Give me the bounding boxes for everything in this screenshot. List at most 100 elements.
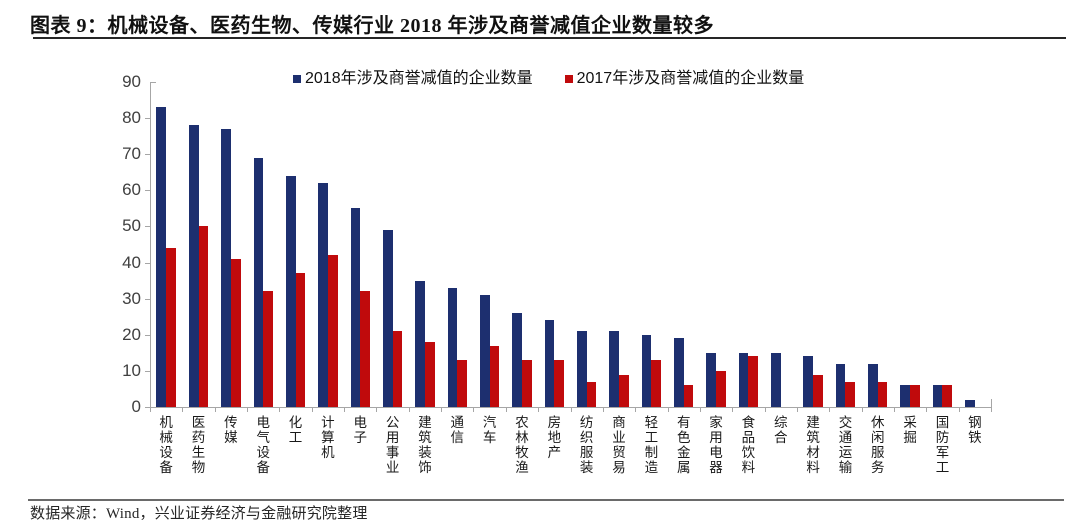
x-tick [764, 408, 766, 412]
x-label-slot: 有色金属 [668, 415, 700, 493]
x-label-slot: 机械设备 [150, 415, 182, 493]
x-tick [635, 408, 637, 412]
bar-2018 [188, 125, 199, 407]
x-tick [473, 408, 475, 412]
x-tick [926, 408, 928, 412]
bar-2017 [263, 291, 273, 407]
bar-2018 [512, 313, 522, 407]
x-label-slot: 交通运输 [829, 415, 861, 493]
x-tick [699, 408, 701, 412]
x-axis-label: 有色金属 [676, 415, 691, 475]
x-label-slot: 汽车 [473, 415, 505, 493]
x-tick [505, 408, 507, 412]
legend-swatch-2017 [564, 75, 573, 83]
x-axis-end-tick [991, 399, 992, 407]
y-tick [145, 118, 150, 120]
x-tick [408, 408, 410, 412]
x-axis-label: 综合 [773, 415, 788, 445]
x-axis-label: 轻工制造 [644, 415, 659, 475]
bar-2017 [877, 381, 888, 407]
x-tick [311, 408, 313, 412]
x-label-slot: 轻工制造 [635, 415, 667, 493]
x-label-slot: 钢铁 [959, 415, 991, 493]
x-tick [958, 408, 960, 412]
bar-2018 [771, 352, 781, 407]
bar-2017 [360, 291, 370, 407]
bar-2017 [489, 345, 500, 407]
y-tick [145, 226, 150, 228]
y-axis-label: 50 [122, 216, 141, 236]
x-axis-label: 家用电器 [709, 415, 723, 475]
x-tick [538, 408, 540, 412]
bar-2018 [447, 287, 458, 407]
y-tick [145, 298, 150, 300]
bar-2017 [683, 385, 694, 407]
y-axis-label: 20 [122, 324, 141, 344]
x-axis-label: 电子 [353, 415, 367, 445]
bar-2017 [295, 273, 306, 407]
bar-2017 [748, 356, 759, 407]
bar-2017 [716, 370, 726, 407]
x-label-slot: 综合 [765, 415, 797, 493]
x-tick [182, 408, 184, 412]
x-axis-label: 化工 [288, 415, 303, 445]
bar-2018 [318, 183, 328, 407]
x-axis-label: 建筑装饰 [418, 415, 432, 475]
y-tick [145, 262, 150, 264]
x-tick [344, 408, 346, 412]
x-axis-label: 钢铁 [968, 415, 982, 445]
y-tick [145, 334, 150, 336]
x-label-slot: 国防军工 [926, 415, 958, 493]
x-label-slot: 通信 [441, 415, 473, 493]
x-label-slot: 休闲服务 [862, 415, 894, 493]
x-label-slot: 采掘 [894, 415, 926, 493]
bar-2017 [845, 381, 856, 407]
x-tick [570, 408, 572, 412]
x-label-slot: 建筑装饰 [409, 415, 441, 493]
figure-title: 图表 9：机械设备、医药生物、传媒行业 2018 年涉及商誉减值企业数量较多 [30, 15, 714, 37]
x-label-slot: 家用电器 [700, 415, 732, 493]
bar-2018 [932, 385, 943, 407]
bar-2017 [424, 342, 435, 407]
title-rule [33, 37, 1066, 39]
x-label-slot: 电子 [344, 415, 376, 493]
bar-2017 [651, 360, 662, 407]
x-tick [991, 408, 992, 412]
x-axis [150, 407, 992, 408]
bar-2017 [554, 360, 564, 407]
chart-legend: 2018年涉及商誉减值的企业数量 2017年涉及商誉减值的企业数量 [293, 69, 804, 89]
x-axis-label: 通信 [450, 415, 465, 445]
footer-rule [28, 499, 1064, 501]
x-label-slot: 电气设备 [247, 415, 279, 493]
legend-swatch-2018 [293, 75, 301, 83]
bar-2017 [198, 226, 209, 407]
bar-2017 [166, 248, 176, 407]
legend-item-2018: 2018年涉及商誉减值的企业数量 [293, 69, 533, 89]
x-tick [829, 408, 831, 412]
x-axis-label: 商业贸易 [612, 415, 626, 475]
x-label-slot: 传媒 [215, 415, 247, 493]
x-tick [441, 408, 443, 412]
bar-2018 [868, 363, 878, 407]
x-tick [861, 408, 863, 412]
x-label-slot: 公用事业 [376, 415, 408, 493]
x-label-slot: 商业贸易 [603, 415, 635, 493]
x-tick [214, 408, 216, 412]
y-axis-label: 70 [122, 144, 141, 164]
x-tick [150, 408, 151, 412]
x-tick [893, 408, 895, 412]
x-axis-label: 计算机 [321, 415, 335, 460]
bar-2018 [803, 356, 814, 407]
bar-2017 [910, 385, 920, 407]
x-tick [376, 408, 378, 412]
bar-2018 [706, 352, 717, 407]
bar-2017 [521, 360, 532, 407]
y-axis-label: 40 [122, 252, 141, 272]
bar-2018 [221, 128, 231, 407]
x-axis-label: 休闲服务 [871, 415, 885, 475]
x-label-slot: 化工 [279, 415, 311, 493]
x-axis-label: 公用事业 [385, 415, 400, 475]
y-tick [145, 370, 150, 372]
x-tick [279, 408, 281, 412]
